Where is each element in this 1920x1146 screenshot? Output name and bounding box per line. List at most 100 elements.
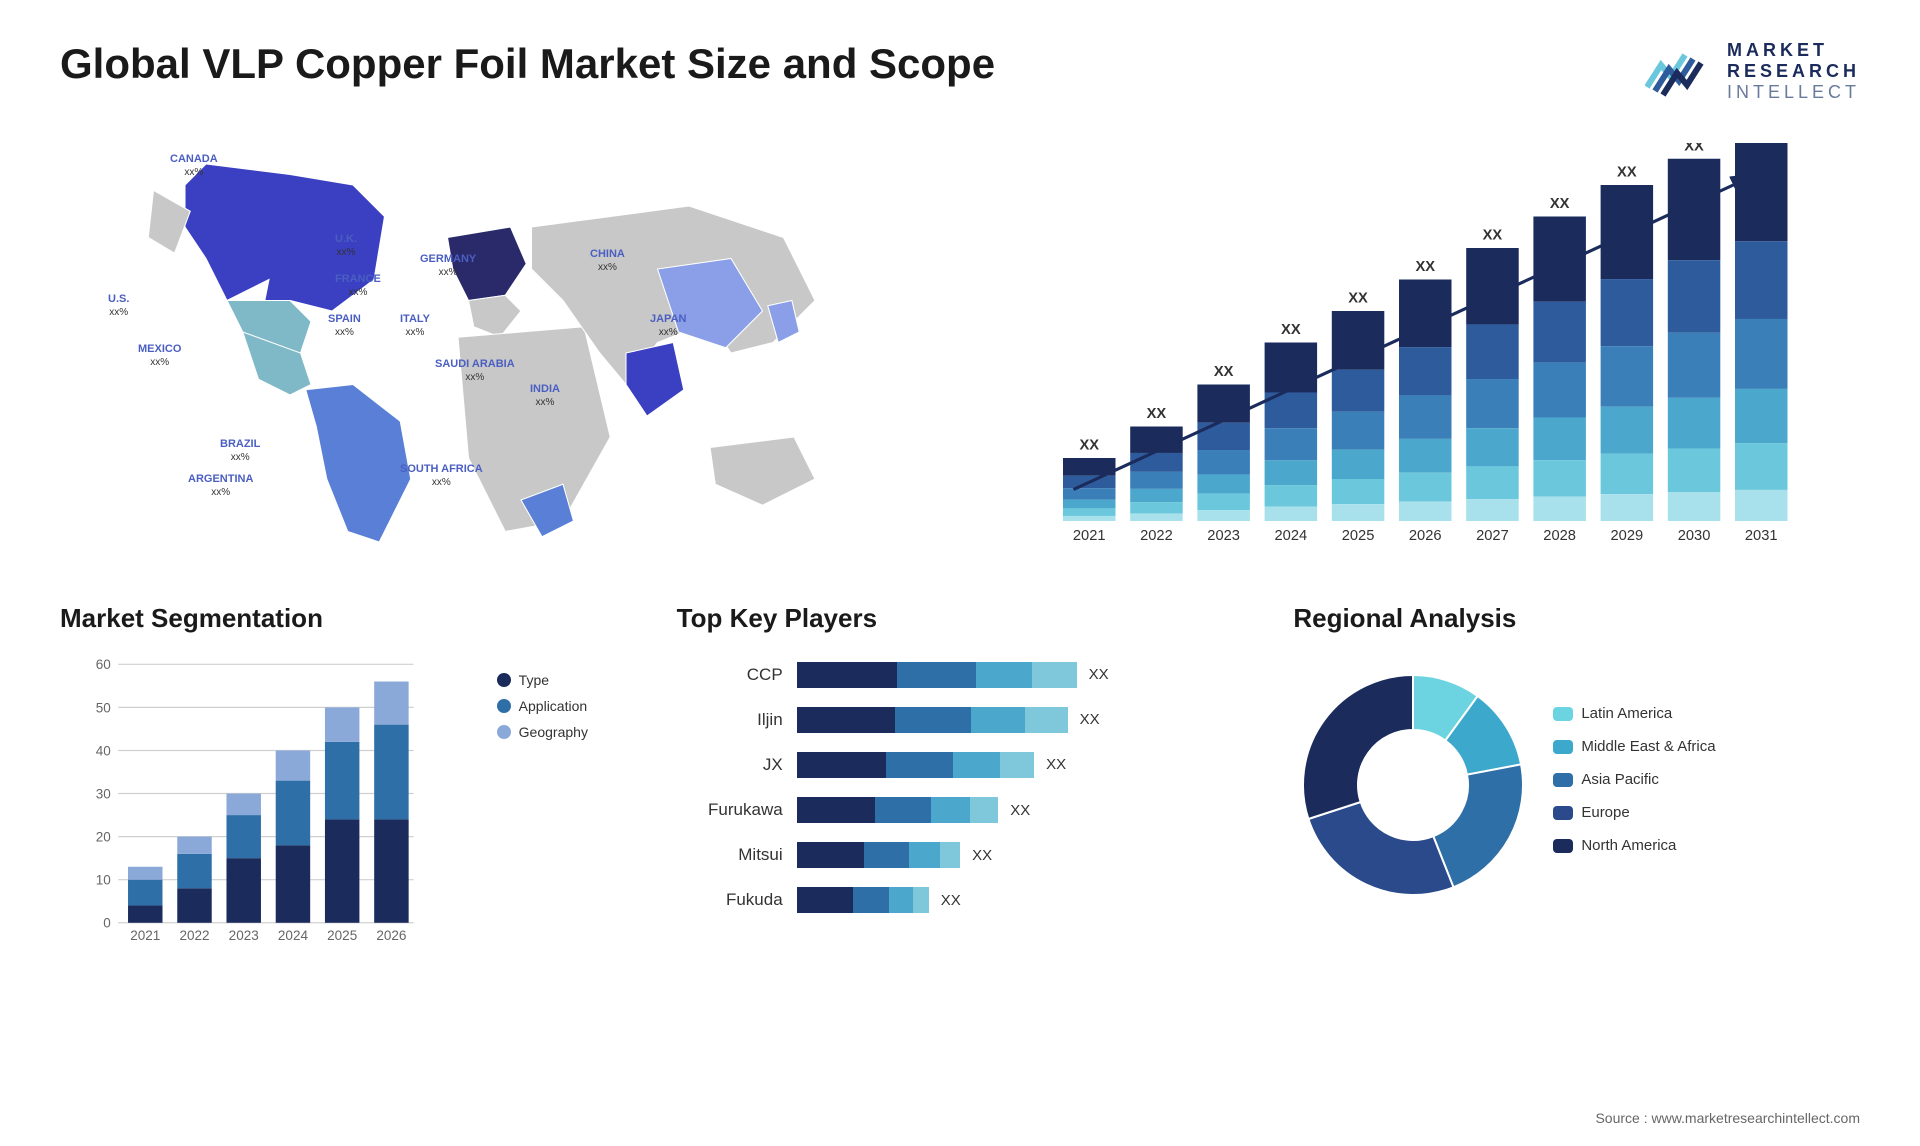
segmentation-title: Market Segmentation	[60, 603, 627, 634]
legend-item: Latin America	[1553, 705, 1860, 722]
regional-donut	[1293, 665, 1533, 910]
key-players-panel: Top Key Players CCP Iljin JX Furukawa Mitsui…	[677, 603, 1244, 923]
segmentation-panel: Market Segmentation 01020304050602021202…	[60, 603, 627, 923]
svg-text:2031: 2031	[1745, 528, 1778, 544]
svg-text:XX: XX	[1147, 406, 1167, 422]
player-value: XX	[972, 847, 992, 864]
map-label: CHINAxx%	[590, 248, 625, 274]
world-map-panel: CANADAxx% U.S.xx% MEXICOxx% ARGENTINAxx% BRA…	[60, 143, 940, 563]
legend-item: Application	[497, 698, 627, 714]
logo-line1: MARKET	[1727, 40, 1860, 61]
svg-text:XX: XX	[1079, 438, 1099, 454]
svg-text:50: 50	[96, 700, 111, 715]
svg-text:XX: XX	[1550, 196, 1570, 212]
players-bars: XX XX XX XX XX XX	[797, 652, 1244, 923]
segmentation-svg: 0 10 20 30 40 50 60 2021 2022 2023 2024 2025 2026	[60, 652, 477, 972]
map-label: U.K.xx%	[335, 233, 357, 259]
svg-text:2021: 2021	[130, 928, 160, 943]
player-label: Iljin	[677, 710, 783, 730]
svg-text:2025: 2025	[327, 928, 357, 943]
svg-text:XX: XX	[1281, 322, 1301, 338]
player-value: XX	[1089, 666, 1109, 683]
svg-text:XX: XX	[1214, 364, 1234, 380]
player-label: CCP	[677, 665, 783, 685]
svg-text:40: 40	[96, 743, 111, 758]
svg-text:2027: 2027	[1476, 528, 1509, 544]
svg-text:2029: 2029	[1611, 528, 1644, 544]
player-label: Mitsui	[677, 845, 783, 865]
svg-text:60: 60	[96, 657, 111, 672]
svg-text:XX: XX	[1415, 259, 1435, 275]
regional-legend: Latin America Middle East & Africa Asia Pa…	[1553, 705, 1860, 870]
player-row: XX	[797, 842, 1244, 868]
map-label: BRAZILxx%	[220, 438, 260, 464]
key-players-title: Top Key Players	[677, 603, 1244, 634]
logo-line3: INTELLECT	[1727, 82, 1860, 103]
player-label: JX	[677, 755, 783, 775]
map-label: INDIAxx%	[530, 383, 560, 409]
players-labels: CCP Iljin JX Furukawa Mitsui Fukuda	[677, 652, 797, 923]
player-row: XX	[797, 797, 1244, 823]
map-label: SPAINxx%	[328, 313, 361, 339]
svg-text:2026: 2026	[1409, 528, 1442, 544]
map-label: ITALYxx%	[400, 313, 430, 339]
growth-chart-panel: XX 2021 XX 2022 XX 2023 XX 2024 XX 2025 XX 2026 XX 20…	[980, 143, 1860, 563]
player-value: XX	[1010, 802, 1030, 819]
growth-chart-svg: XX 2021 XX 2022 XX 2023 XX 2024 XX 2025 XX 2026 XX 20…	[980, 143, 1860, 563]
map-label: FRANCExx%	[335, 273, 381, 299]
player-value: XX	[1080, 711, 1100, 728]
map-label: SAUDI ARABIAxx%	[435, 358, 515, 384]
svg-text:2026: 2026	[376, 928, 406, 943]
legend-item: Geography	[497, 724, 627, 740]
segmentation-chart: 0 10 20 30 40 50 60 2021 2022 2023 2024 2025 2026	[60, 652, 477, 972]
map-label: SOUTH AFRICAxx%	[400, 463, 483, 489]
svg-text:2028: 2028	[1543, 528, 1576, 544]
legend-item: Europe	[1553, 804, 1860, 821]
legend-item: Type	[497, 672, 627, 688]
player-value: XX	[941, 892, 961, 909]
svg-text:2030: 2030	[1678, 528, 1711, 544]
svg-text:2025: 2025	[1342, 528, 1375, 544]
regional-panel: Regional Analysis Latin America Middle Ea…	[1293, 603, 1860, 923]
logo-line2: RESEARCH	[1727, 61, 1860, 82]
legend-item: Middle East & Africa	[1553, 738, 1860, 755]
svg-text:XX: XX	[1348, 291, 1368, 307]
svg-text:10: 10	[96, 873, 111, 888]
donut-svg	[1293, 665, 1533, 905]
svg-text:20: 20	[96, 830, 111, 845]
map-label: GERMANYxx%	[420, 253, 476, 279]
svg-text:2023: 2023	[229, 928, 259, 943]
map-label: ARGENTINAxx%	[188, 473, 253, 499]
legend-item: North America	[1553, 837, 1860, 854]
svg-text:0: 0	[103, 916, 111, 931]
player-row: XX	[797, 752, 1244, 778]
legend-item: Asia Pacific	[1553, 771, 1860, 788]
svg-text:2024: 2024	[278, 928, 309, 943]
regional-title: Regional Analysis	[1293, 603, 1860, 634]
map-label: MEXICOxx%	[138, 343, 181, 369]
player-row: XX	[797, 707, 1244, 733]
world-map-svg	[60, 143, 940, 563]
logo-icon	[1645, 47, 1715, 97]
svg-text:2022: 2022	[1140, 528, 1173, 544]
map-label: JAPANxx%	[650, 313, 686, 339]
svg-text:2023: 2023	[1207, 528, 1240, 544]
segmentation-legend: Type Application Geography	[497, 652, 627, 972]
svg-text:30: 30	[96, 786, 111, 801]
player-label: Fukuda	[677, 890, 783, 910]
player-label: Furukawa	[677, 800, 783, 820]
player-row: XX	[797, 662, 1244, 688]
svg-text:2022: 2022	[179, 928, 209, 943]
map-label: U.S.xx%	[108, 293, 129, 319]
source-attribution: Source : www.marketresearchintellect.com	[1595, 1110, 1860, 1126]
svg-text:XX: XX	[1684, 143, 1704, 154]
svg-text:2024: 2024	[1275, 528, 1308, 544]
svg-text:2021: 2021	[1073, 528, 1106, 544]
map-label: CANADAxx%	[170, 153, 218, 179]
page-title: Global VLP Copper Foil Market Size and S…	[60, 40, 995, 88]
svg-text:XX: XX	[1617, 165, 1637, 181]
player-row: XX	[797, 887, 1244, 913]
player-value: XX	[1046, 756, 1066, 773]
brand-logo: MARKET RESEARCH INTELLECT	[1645, 40, 1860, 103]
svg-text:XX: XX	[1483, 228, 1503, 244]
